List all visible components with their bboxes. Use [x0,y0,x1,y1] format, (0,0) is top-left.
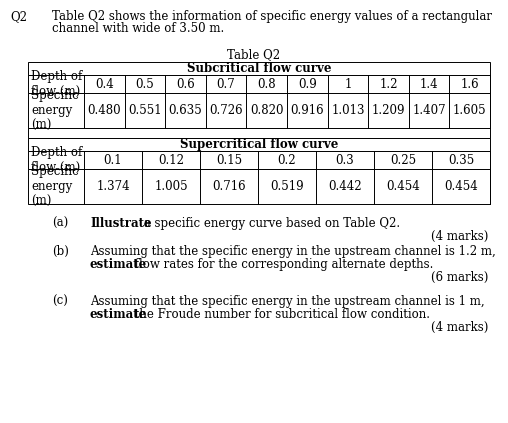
Text: 1.005: 1.005 [154,180,188,193]
Text: 0.5: 0.5 [136,77,154,91]
Text: Subcritical flow curve: Subcritical flow curve [187,62,331,75]
Text: 0.35: 0.35 [448,154,474,167]
Text: (a): (a) [52,217,68,230]
Text: 1.407: 1.407 [412,104,446,117]
Text: 1: 1 [344,77,352,91]
Text: Depth of
flow (m): Depth of flow (m) [31,146,82,174]
Text: 0.480: 0.480 [87,104,121,117]
Text: Specific
energy
(m): Specific energy (m) [31,89,79,132]
Text: 0.2: 0.2 [278,154,296,167]
Text: 1.2: 1.2 [379,77,398,91]
Bar [28,169,490,204]
Text: 0.6: 0.6 [176,77,195,91]
Text: (4 marks): (4 marks) [431,321,488,334]
Text: 0.442: 0.442 [328,180,362,193]
Text: 0.519: 0.519 [270,180,304,193]
Text: Specific
energy
(m): Specific energy (m) [31,165,79,208]
Text: Illustrate: Illustrate [90,217,151,230]
Text: 0.4: 0.4 [95,77,114,91]
Text: Assuming that the specific energy in the upstream channel is 1 m,: Assuming that the specific energy in the… [90,295,485,308]
Text: the Froude number for subcritical flow condition.: the Froude number for subcritical flow c… [131,308,430,321]
Bar [28,138,490,151]
Bar [28,62,490,75]
Bar [28,93,490,128]
Text: 0.9: 0.9 [298,77,316,91]
Text: Q2: Q2 [10,10,27,23]
Text: 0.635: 0.635 [169,104,202,117]
Text: 0.15: 0.15 [216,154,242,167]
Text: 0.454: 0.454 [386,180,420,193]
Text: 0.726: 0.726 [209,104,243,117]
Text: (6 marks): (6 marks) [431,271,488,284]
Text: 0.916: 0.916 [291,104,324,117]
Text: channel with wide of 3.50 m.: channel with wide of 3.50 m. [52,22,224,35]
Text: Assuming that the specific energy in the upstream channel is 1.2 m,: Assuming that the specific energy in the… [90,245,496,258]
Bar [28,75,490,93]
Text: 1.374: 1.374 [96,180,130,193]
Text: flow rates for the corresponding alternate depths.: flow rates for the corresponding alterna… [131,258,433,271]
Bar [28,128,490,138]
Text: 0.8: 0.8 [258,77,276,91]
Text: 0.454: 0.454 [444,180,478,193]
Text: 1.209: 1.209 [372,104,405,117]
Text: 0.7: 0.7 [217,77,236,91]
Text: Depth of
flow (m): Depth of flow (m) [31,70,82,98]
Text: 0.3: 0.3 [336,154,355,167]
Text: estimate: estimate [90,258,147,271]
Text: 1.605: 1.605 [453,104,487,117]
Text: a specific energy curve based on Table Q2.: a specific energy curve based on Table Q… [140,217,400,230]
Text: 0.820: 0.820 [250,104,283,117]
Text: (c): (c) [52,295,68,308]
Text: 1.013: 1.013 [331,104,365,117]
Text: 1.4: 1.4 [420,77,438,91]
Text: (4 marks): (4 marks) [431,230,488,243]
Text: (b): (b) [52,245,69,258]
Text: Supercritical flow curve: Supercritical flow curve [180,138,338,151]
Text: 0.25: 0.25 [390,154,416,167]
Text: Table Q2: Table Q2 [228,48,280,61]
Text: 0.716: 0.716 [212,180,246,193]
Text: 0.551: 0.551 [128,104,162,117]
Text: 1.6: 1.6 [460,77,479,91]
Text: Table Q2 shows the information of specific energy values of a rectangular: Table Q2 shows the information of specif… [52,10,492,23]
Text: 0.1: 0.1 [104,154,122,167]
Text: 0.12: 0.12 [158,154,184,167]
Text: estimate: estimate [90,308,147,321]
Bar [28,151,490,169]
